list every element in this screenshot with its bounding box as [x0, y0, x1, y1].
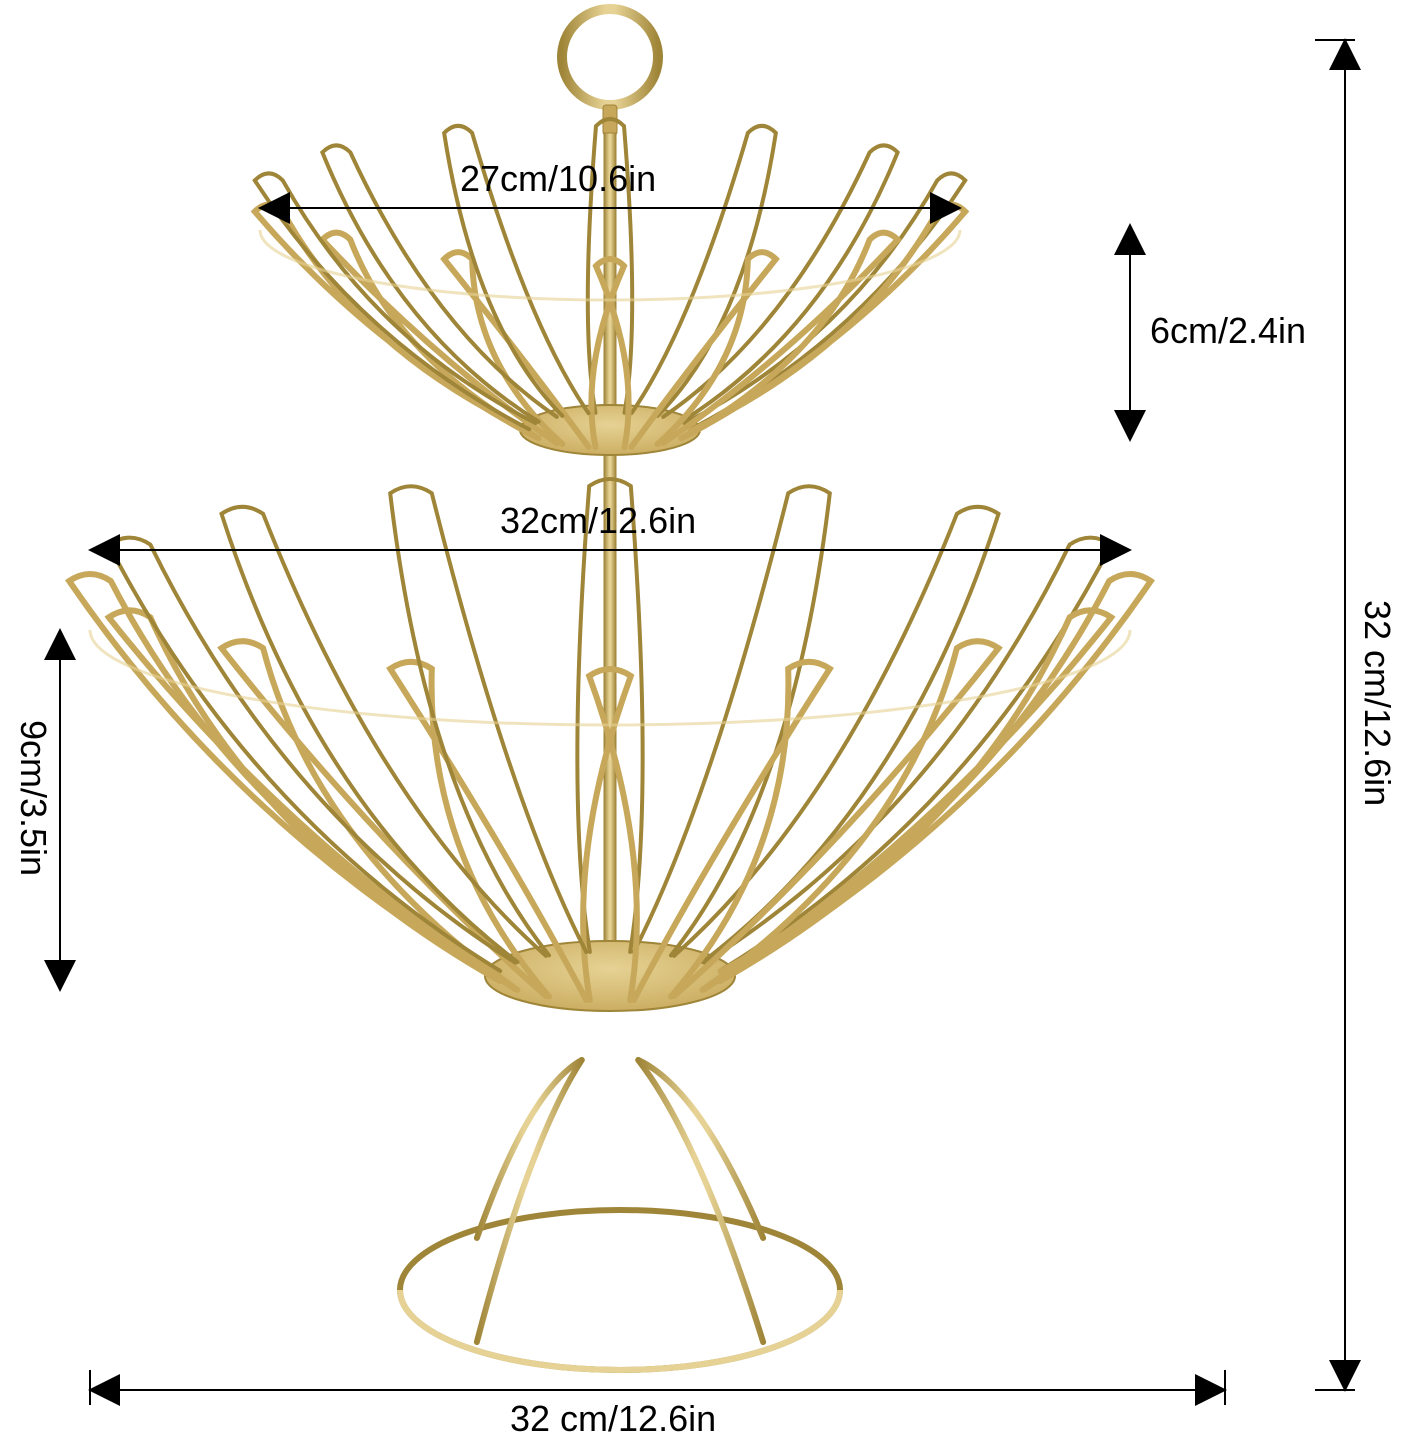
dim-upper-width-label: 27cm/10.6in — [460, 158, 656, 200]
diagram-svg — [0, 0, 1405, 1456]
dim-upper-depth-label: 6cm/2.4in — [1150, 310, 1306, 352]
diagram-canvas: 27cm/10.6in 32cm/12.6in 32 cm/12.6in 6cm… — [0, 0, 1405, 1456]
dim-lower-width-label: 32cm/12.6in — [500, 500, 696, 542]
dim-bottom-width-label: 32 cm/12.6in — [510, 1398, 716, 1440]
dim-lower-depth-label: 9cm/3.5in — [12, 720, 54, 876]
dim-total-height-label: 32 cm/12.6in — [1356, 600, 1398, 806]
